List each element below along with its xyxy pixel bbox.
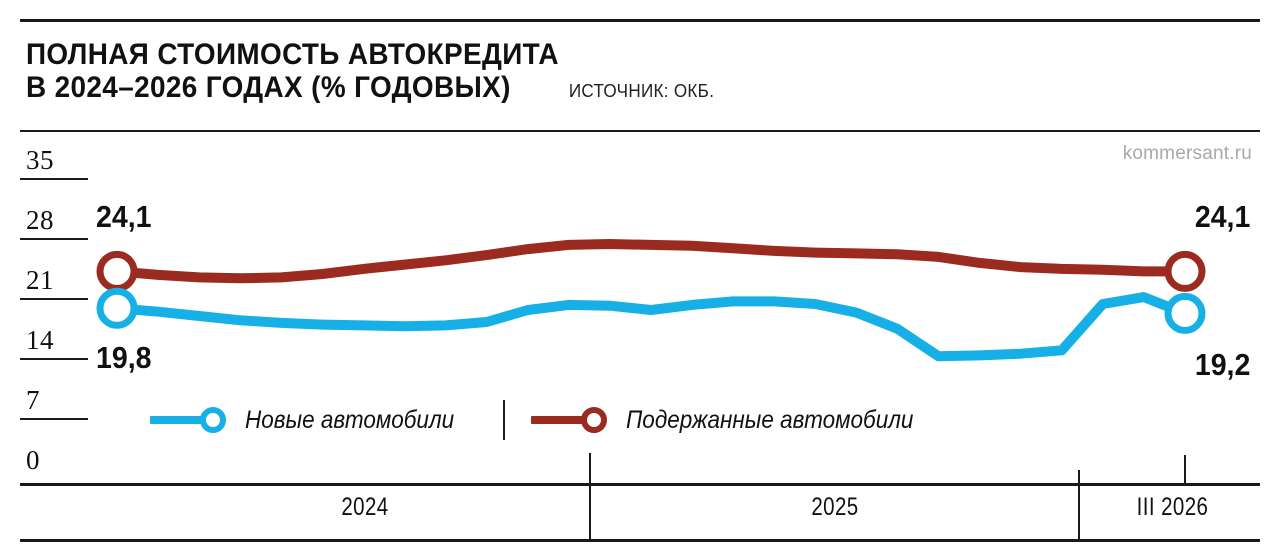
series-used-cars — [96, 239, 1206, 292]
legend-label-used-cars: Подержанные автомобили — [626, 405, 914, 434]
y-tick-label: 28 — [26, 205, 54, 235]
y-tick-label: 14 — [26, 325, 54, 355]
y-tick-line — [20, 298, 88, 300]
y-tick-label: 7 — [26, 385, 40, 415]
legend-dot — [200, 407, 226, 433]
marker-used-cars-end — [1164, 250, 1206, 292]
marker-used-cars-start — [96, 250, 138, 292]
marker-new-cars-end — [1164, 292, 1206, 334]
callout-new-cars-end: 19,2 — [1194, 347, 1250, 382]
x-axis-label-2026: III 2026 — [1136, 493, 1209, 521]
legend-label-new-cars: Новые автомобили — [245, 405, 455, 434]
y-tick-label: 35 — [26, 145, 54, 175]
rule-top — [20, 19, 1260, 22]
callout-new-cars-start: 19,8 — [96, 340, 152, 375]
x-axis-label-2025: 2025 — [811, 493, 859, 521]
legend-line — [531, 416, 590, 424]
legend-item-new-cars[interactable]: Новые автомобили — [150, 405, 477, 435]
title-row-2: В 2024–2026 ГОДАХ (% ГОДОВЫХ) ИСТОЧНИК: … — [26, 71, 1236, 104]
x-axis-divider-2026 — [1078, 470, 1080, 540]
x-axis-line — [20, 483, 1260, 486]
legend-marker-new-cars — [150, 405, 236, 435]
marker-new-cars-start — [96, 287, 138, 329]
y-tick-line — [20, 358, 88, 360]
legend-marker-used-cars — [531, 405, 617, 435]
y-tick-label: 21 — [26, 265, 54, 295]
y-tick-line — [20, 178, 88, 180]
y-tick-line — [20, 238, 88, 240]
rule-under-header — [20, 130, 1260, 132]
chart-header: ПОЛНАЯ СТОИМОСТЬ АВТОКРЕДИТА В 2024–2026… — [26, 38, 1236, 104]
y-tick-line — [20, 418, 88, 420]
page-title-line-1: ПОЛНАЯ СТОИМОСТЬ АВТОКРЕДИТА — [26, 38, 559, 71]
page-title-line-2: В 2024–2026 ГОДАХ (% ГОДОВЫХ) — [26, 71, 511, 104]
watermark: kommersant.ru — [1122, 143, 1252, 164]
legend-dot — [581, 407, 608, 433]
legend-item-used-cars[interactable]: Подержанные автомобили — [531, 405, 945, 435]
line-new-cars — [112, 292, 1190, 362]
x-axis-divider-2025 — [589, 453, 591, 540]
legend-line — [150, 416, 208, 424]
x-axis-tick-last-point — [1184, 455, 1186, 485]
line-used-cars — [112, 239, 1190, 284]
callout-used-cars-end: 24,1 — [1194, 199, 1250, 234]
series-new-cars — [96, 287, 1206, 362]
x-axis-label-2024: 2024 — [341, 493, 389, 521]
legend-separator — [503, 400, 506, 440]
source-label: ИСТОЧНИК: ОКБ. — [569, 81, 715, 101]
rule-bottom — [20, 539, 1260, 542]
callout-used-cars-start: 24,1 — [96, 199, 152, 234]
y-tick-label: 0 — [26, 445, 40, 475]
chart-legend: Новые автомобили Подержанные автомобили — [150, 400, 946, 440]
